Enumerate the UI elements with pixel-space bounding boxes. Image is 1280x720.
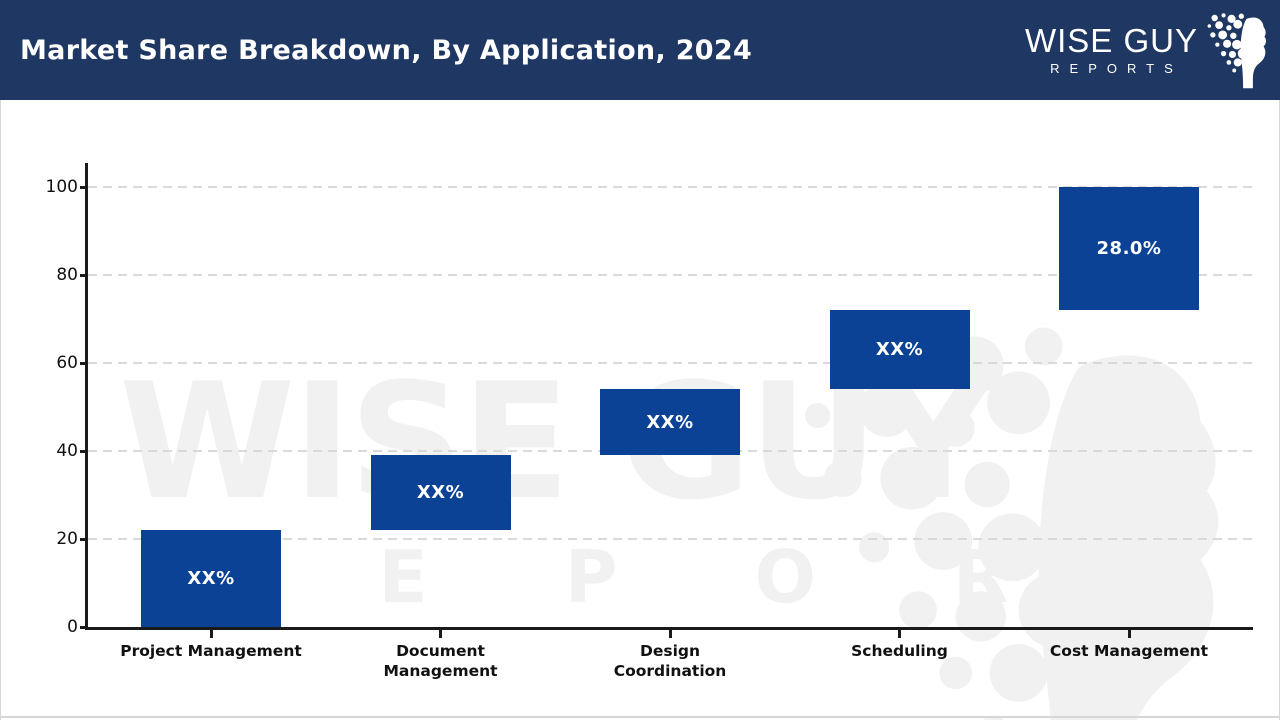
y-tickmark	[80, 449, 88, 453]
x-axis-line	[85, 627, 1253, 630]
bar-value-label: XX%	[646, 411, 694, 433]
bar-value-label: XX%	[187, 568, 235, 590]
x-tickmark	[439, 630, 442, 638]
bar-document-management: XX%	[370, 455, 511, 531]
x-tick-label: Project Management	[91, 641, 331, 661]
bar-cost-management: 28.0%	[1059, 187, 1199, 311]
gridline-100	[88, 186, 1256, 188]
gridline-80	[88, 274, 1256, 276]
bar-scheduling: XX%	[829, 310, 970, 390]
bar-project-management: XX%	[141, 530, 281, 627]
x-tickmark	[209, 630, 213, 638]
x-tick-label: Design Coordination	[550, 641, 790, 681]
x-tick-label: Document Management	[321, 641, 561, 681]
gridline-60	[88, 362, 1256, 364]
bar-value-label: 28.0%	[1096, 238, 1162, 260]
x-tick-label-line: Document	[396, 642, 485, 660]
y-tick-label: 60	[56, 353, 78, 373]
y-tick-label: 40	[56, 441, 78, 461]
wiseguy-head-icon	[1207, 13, 1267, 89]
wiseguy-logo: WISE GUY REPORTS	[1025, 0, 1268, 100]
y-tick-label: 100	[45, 177, 78, 197]
y-tickmark	[80, 361, 88, 365]
x-tickmark	[668, 630, 672, 638]
x-tick-label-line: Project Management	[120, 642, 302, 660]
x-tick-label-line: Scheduling	[851, 642, 948, 660]
y-tickmark	[80, 185, 88, 189]
y-axis-line	[85, 163, 88, 630]
y-tickmark	[80, 273, 88, 277]
logo-wiseguy-text: WISE GUY	[1024, 22, 1198, 59]
y-tick-label: 20	[56, 529, 78, 549]
page-title: Market Share Breakdown, By Application, …	[20, 34, 753, 66]
bar-design-coordination: XX%	[600, 389, 740, 456]
bar-value-label: XX%	[416, 482, 465, 504]
x-tick-label: Cost Management	[1009, 641, 1249, 661]
gridline-20	[88, 538, 1256, 540]
y-tick-label: 0	[67, 617, 78, 637]
logo-reports-text: REPORTS	[1050, 61, 1183, 76]
wiseguy-logo-text: WISE GUY REPORTS	[1024, 22, 1198, 77]
x-tickmark	[1127, 630, 1131, 638]
x-tick-label-line: Cost Management	[1049, 642, 1209, 660]
x-tick-label-line: Coordination	[613, 662, 727, 680]
x-tick-label-line: Management	[383, 662, 498, 680]
x-tick-label: Scheduling	[780, 641, 1020, 661]
bottom-border	[0, 716, 1280, 718]
x-tick-label-line: Design	[639, 642, 701, 660]
header-bar: Market Share Breakdown, By Application, …	[0, 0, 1280, 100]
y-tickmark	[80, 537, 88, 541]
y-tickmark	[80, 625, 88, 629]
x-tickmark	[898, 630, 901, 638]
y-tick-label: 80	[56, 265, 78, 285]
bar-value-label: XX%	[875, 339, 924, 361]
